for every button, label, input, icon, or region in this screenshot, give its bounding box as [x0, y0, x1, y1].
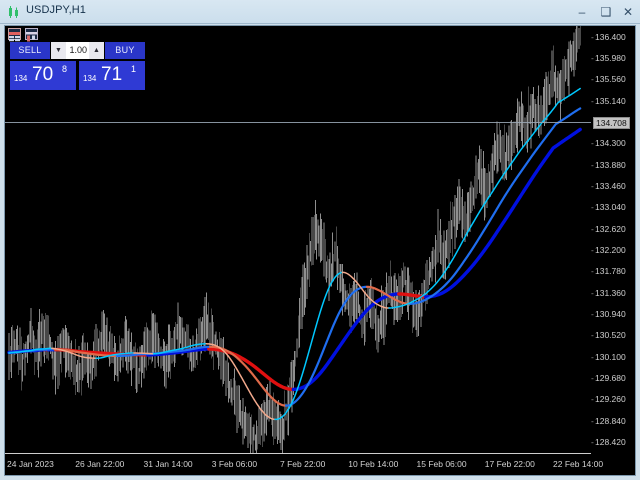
- price-axis-tick: -128.420: [591, 436, 626, 447]
- time-axis-tick: 7 Feb 22:00: [280, 459, 326, 469]
- price-axis-tick: -130.100: [591, 351, 626, 362]
- buy-price-prefix: 134: [83, 74, 97, 83]
- maximize-button[interactable]: ❑: [600, 5, 612, 19]
- price-axis-tick: -133.460: [591, 180, 626, 191]
- price-axis-tick: -129.260: [591, 394, 626, 405]
- lot-increase-button[interactable]: ▲: [89, 42, 104, 59]
- close-button[interactable]: ✕: [622, 5, 634, 19]
- price-axis-tick: -136.400: [591, 31, 626, 42]
- time-axis-tick: 10 Feb 14:00: [348, 459, 399, 469]
- price-axis-tick: -134.300: [591, 138, 626, 149]
- page-title: USDJPY,H1: [26, 4, 86, 16]
- price-axis-tick: -129.680: [591, 372, 626, 383]
- lot-decrease-button[interactable]: ▼: [51, 42, 66, 59]
- price-axis-tick: -130.940: [591, 308, 626, 319]
- lot-size-input[interactable]: 1.00: [66, 42, 89, 59]
- panel-toolbar: [8, 28, 44, 42]
- price-axis-tick: -131.780: [591, 266, 626, 277]
- price-axis-tick: -128.840: [591, 415, 626, 426]
- time-axis-tick: 22 Feb 14:00: [553, 459, 604, 469]
- buy-price-main: 71: [101, 64, 123, 85]
- chart-canvas: [5, 26, 591, 453]
- market-watch-icon[interactable]: [8, 28, 21, 42]
- time-axis-tick: 3 Feb 06:00: [211, 459, 258, 469]
- time-axis-tick: 15 Feb 06:00: [416, 459, 467, 469]
- price-axis-tick: -133.880: [591, 159, 626, 170]
- sell-price-display[interactable]: 134 70 8: [10, 61, 76, 90]
- price-axis-tick: -132.620: [591, 223, 626, 234]
- price-axis[interactable]: 134.708 -136.400 -135.980 -135.560 -135.140…: [591, 26, 635, 475]
- window-title-bar: USDJPY,H1 – ❑ ✕: [0, 0, 640, 24]
- sell-price-prefix: 134: [14, 74, 28, 83]
- price-axis-tick: -130.520: [591, 330, 626, 341]
- price-axis-tick: -135.140: [591, 95, 626, 106]
- buy-price-fraction: 1: [131, 64, 137, 74]
- price-axis-tick: -132.200: [591, 244, 626, 255]
- sell-price-fraction: 8: [62, 64, 68, 74]
- chart-window[interactable]: 134.708 -136.400 -135.980 -135.560 -135.140…: [4, 25, 636, 476]
- price-axis-tick: -135.980: [591, 52, 626, 63]
- chart-tools-icon[interactable]: [25, 28, 38, 42]
- time-axis-tick: 31 Jan 14:00: [143, 459, 193, 469]
- price-axis-tick: -131.360: [591, 287, 626, 298]
- buy-button[interactable]: BUY: [105, 42, 145, 59]
- buy-price-display[interactable]: 134 71 1: [79, 61, 145, 90]
- sell-button[interactable]: SELL: [10, 42, 50, 59]
- price-axis-tick: -135.560: [591, 74, 626, 85]
- price-axis-tick: -133.040: [591, 202, 626, 213]
- time-axis-tick: 24 Jan 2023: [7, 459, 54, 469]
- minimize-button[interactable]: –: [578, 5, 586, 19]
- candlestick-icon: [9, 6, 18, 18]
- chart-plot-area[interactable]: [5, 26, 591, 453]
- time-axis[interactable]: 24 Jan 2023 26 Jan 22:00 31 Jan 14:00 3 Feb…: [5, 453, 603, 475]
- sell-price-main: 70: [32, 64, 54, 85]
- current-price-label: 134.708: [593, 116, 630, 129]
- time-axis-tick: 17 Feb 22:00: [484, 459, 535, 469]
- one-click-trading-panel[interactable]: SELL ▼ 1.00 ▲ BUY 134 70 8 134 71 1: [6, 27, 149, 92]
- order-controls-row[interactable]: SELL ▼ 1.00 ▲ BUY: [10, 42, 145, 59]
- time-axis-tick: 26 Jan 22:00: [75, 459, 125, 469]
